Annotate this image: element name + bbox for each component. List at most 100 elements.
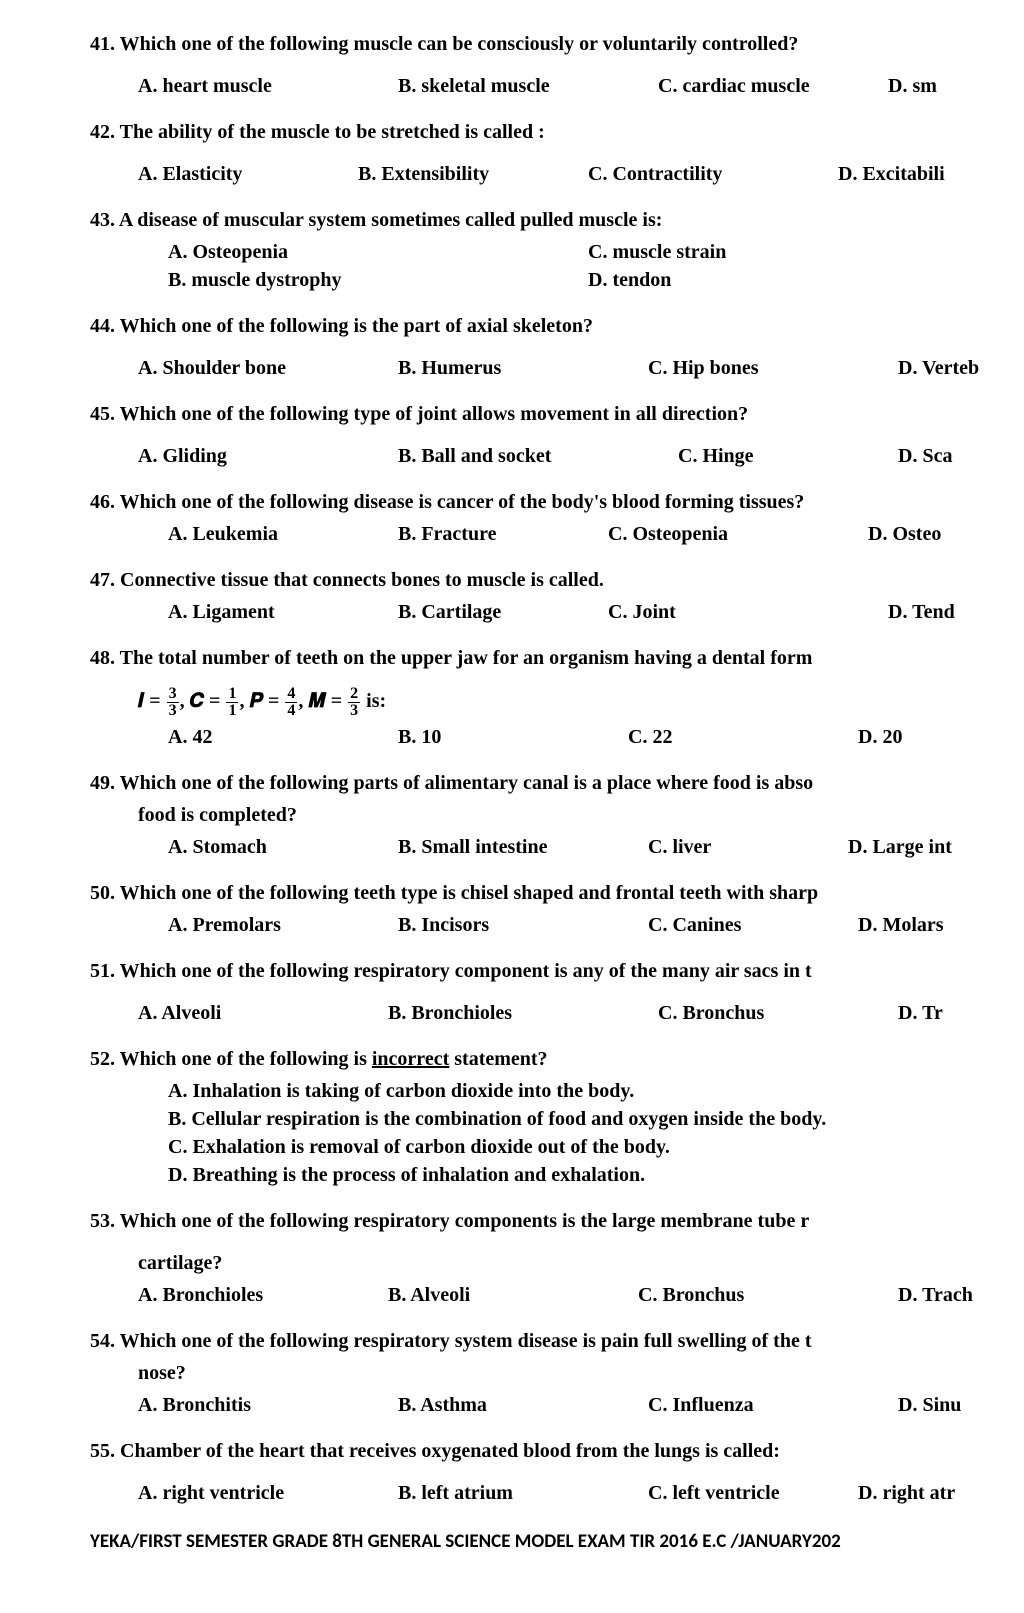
option: D. right atr [858, 1479, 1018, 1507]
options: A. LeukemiaB. FractureC. OsteopeniaD. Os… [90, 520, 1024, 548]
options: A. Inhalation is taking of carbon dioxid… [90, 1077, 1024, 1189]
option: B. Cartilage [398, 598, 608, 626]
question-text: 47. Connective tissue that connects bone… [90, 566, 1024, 594]
option: C. Osteopenia [608, 520, 868, 548]
option: B. Alveoli [388, 1281, 638, 1309]
option: B. muscle dystrophy [168, 266, 588, 294]
option: A. 42 [168, 723, 398, 751]
option: A. Leukemia [168, 520, 398, 548]
option: C. Contractility [588, 160, 838, 188]
options: A. Shoulder boneB. HumerusC. Hip bonesD.… [90, 354, 1024, 382]
page-footer: YEKA/FIRST SEMESTER GRADE 8TH GENERAL SC… [90, 1529, 1024, 1556]
option: C. Hip bones [648, 354, 898, 382]
option: C. Bronchus [658, 999, 898, 1027]
question-46: 46. Which one of the following disease i… [90, 488, 1024, 548]
option: B. Incisors [398, 911, 648, 939]
option: C. Hinge [678, 442, 898, 470]
options: A. BronchitisB. AsthmaC. InfluenzaD. Sin… [90, 1391, 1024, 1419]
option: D. Osteo [868, 520, 988, 548]
dental-formula: 𝑰 = 33, 𝑪 = 11, 𝑷 = 44, 𝑴 = 23 is: [90, 686, 1024, 719]
option: D. sm [888, 72, 1008, 100]
question-text: 49. Which one of the following parts of … [90, 769, 1024, 797]
options: A. 42B. 10C. 22D. 20 [90, 723, 1024, 751]
question-text: 54. Which one of the following respirato… [90, 1327, 1024, 1355]
option: A. Stomach [168, 833, 398, 861]
option: B. Cellular respiration is the combinati… [168, 1105, 1024, 1133]
option: D. Breathing is the process of inhalatio… [168, 1161, 1024, 1189]
option: B. Extensibility [358, 160, 588, 188]
question-52: 52. Which one of the following is incorr… [90, 1045, 1024, 1189]
options: A. heart muscleB. skeletal muscleC. card… [90, 72, 1024, 100]
option: D. Trach [898, 1281, 1018, 1309]
question-55: 55. Chamber of the heart that receives o… [90, 1437, 1024, 1507]
options: A. right ventricleB. left atriumC. left … [90, 1479, 1024, 1507]
options: A. AlveoliB. BronchiolesC. BronchusD. Tr [90, 999, 1024, 1027]
question-text: 51. Which one of the following respirato… [90, 957, 1024, 985]
option: A. heart muscle [138, 72, 398, 100]
options: A. GlidingB. Ball and socketC. HingeD. S… [90, 442, 1024, 470]
question-text: 46. Which one of the following disease i… [90, 488, 1024, 516]
question-53: 53. Which one of the following respirato… [90, 1207, 1024, 1309]
option: A. Elasticity [138, 160, 358, 188]
question-47: 47. Connective tissue that connects bone… [90, 566, 1024, 626]
options: A. LigamentB. CartilageC. JointD. Tend [90, 598, 1024, 626]
option: A. Bronchioles [138, 1281, 388, 1309]
option: B. skeletal muscle [398, 72, 658, 100]
question-text: 55. Chamber of the heart that receives o… [90, 1437, 1024, 1465]
option: C. 22 [628, 723, 858, 751]
options: A. PremolarsB. IncisorsC. CaninesD. Mola… [90, 911, 1024, 939]
options: A. ElasticityB. ExtensibilityC. Contract… [90, 160, 1024, 188]
option: A. Premolars [168, 911, 398, 939]
option: D. Molars [858, 911, 1008, 939]
option: D. tendon [588, 266, 671, 294]
question-text: 45. Which one of the following type of j… [90, 400, 1024, 428]
option: B. Bronchioles [388, 999, 658, 1027]
question-48: 48. The total number of teeth on the upp… [90, 644, 1024, 751]
option: B. left atrium [398, 1479, 648, 1507]
option: B. Fracture [398, 520, 608, 548]
question-text: 52. Which one of the following is incorr… [90, 1045, 1024, 1073]
option: C. liver [648, 833, 848, 861]
question-text: 41. Which one of the following muscle ca… [90, 30, 1024, 58]
option: C. muscle strain [588, 238, 726, 266]
option: A. Bronchitis [138, 1391, 398, 1419]
option: A. Inhalation is taking of carbon dioxid… [168, 1077, 1024, 1105]
question-41: 41. Which one of the following muscle ca… [90, 30, 1024, 100]
option: D. Excitabili [838, 160, 1008, 188]
question-text-cont: food is completed? [90, 801, 1024, 829]
question-text-cont: cartilage? [90, 1249, 1024, 1277]
option: D. Verteb [898, 354, 1018, 382]
option: D. Large int [848, 833, 1008, 861]
question-45: 45. Which one of the following type of j… [90, 400, 1024, 470]
option: C. Joint [608, 598, 888, 626]
questions-list: 41. Which one of the following muscle ca… [90, 30, 1024, 1507]
option: D. Sca [898, 442, 1018, 470]
question-50: 50. Which one of the following teeth typ… [90, 879, 1024, 939]
option: C. cardiac muscle [658, 72, 888, 100]
option: C. left ventricle [648, 1479, 858, 1507]
question-54: 54. Which one of the following respirato… [90, 1327, 1024, 1419]
question-text: 50. Which one of the following teeth typ… [90, 879, 1024, 907]
option: C. Canines [648, 911, 858, 939]
question-text: 43. A disease of muscular system sometim… [90, 206, 1024, 234]
option: C. Bronchus [638, 1281, 898, 1309]
option: A. Alveoli [138, 999, 388, 1027]
option: C. Exhalation is removal of carbon dioxi… [168, 1133, 1024, 1161]
option: D. Tend [888, 598, 1008, 626]
option: A. Shoulder bone [138, 354, 398, 382]
option: D. 20 [858, 723, 978, 751]
options: A. StomachB. Small intestineC. liverD. L… [90, 833, 1024, 861]
option: D. Tr [898, 999, 1018, 1027]
question-51: 51. Which one of the following respirato… [90, 957, 1024, 1027]
option: B. Small intestine [398, 833, 648, 861]
option: A. Ligament [168, 598, 398, 626]
question-44: 44. Which one of the following is the pa… [90, 312, 1024, 382]
option: C. Influenza [648, 1391, 898, 1419]
question-42: 42. The ability of the muscle to be stre… [90, 118, 1024, 188]
option: B. Humerus [398, 354, 648, 382]
option: A. Gliding [138, 442, 398, 470]
question-text: 53. Which one of the following respirato… [90, 1207, 1024, 1235]
option: B. Ball and socket [398, 442, 678, 470]
question-text-cont: nose? [90, 1359, 1024, 1387]
option: A. Osteopenia [168, 238, 588, 266]
